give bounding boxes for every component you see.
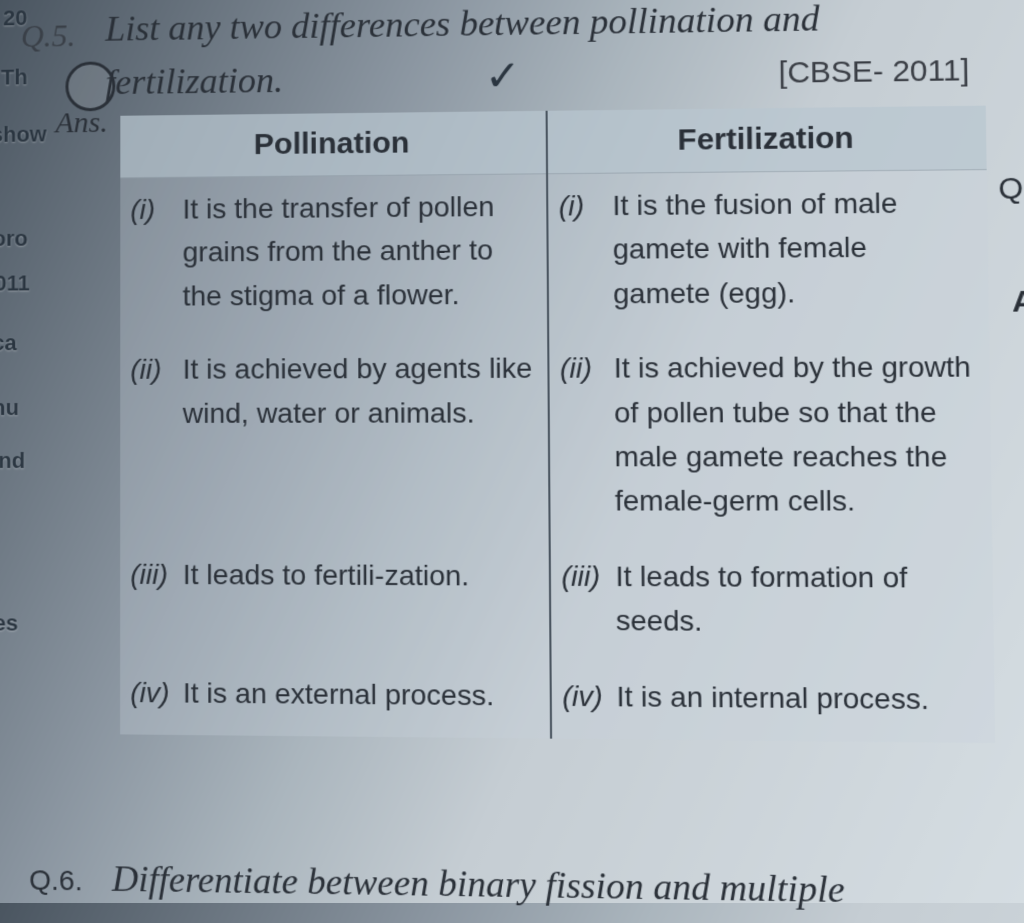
row-num: (iii) — [130, 552, 176, 596]
row-num: (ii) — [560, 346, 609, 523]
cell-fertilization: (iv)It is an internal process. — [551, 663, 996, 743]
row-text: It is achieved by agents like wind, wate… — [183, 347, 534, 435]
row-text: It is the fusion of male gamete with fem… — [612, 180, 974, 315]
table-row: (i)It is the transfer of pollen grains f… — [120, 170, 989, 338]
next-question: Q.6. Differentiate between binary fissio… — [29, 856, 1024, 915]
row-num: (iv) — [130, 670, 177, 714]
source-year: [CBSE- 2011] — [778, 48, 969, 96]
row-num: (i) — [130, 188, 176, 318]
table-row: (ii)It is achieved by agents like wind, … — [120, 335, 992, 545]
cell-fertilization: (iii)It leads to formation of seeds. — [550, 544, 994, 667]
checkmark-icon: ✓ — [485, 51, 521, 102]
row-text: It is the transfer of pollen grains from… — [183, 184, 533, 317]
question-number: Q.5. — [21, 17, 76, 54]
cell-fertilization: (ii)It is achieved by the growth of poll… — [548, 335, 992, 545]
comparison-table: Pollination Fertilization (i)It is the t… — [120, 106, 995, 743]
cell-pollination: (ii)It is achieved by agents like wind, … — [120, 336, 550, 543]
textbook-page: 20Thshoworo011canuandes Q.5. List any tw… — [0, 0, 1024, 923]
spine-fragment: and — [0, 448, 25, 474]
question-line2: fertilization. — [105, 60, 283, 102]
cell-pollination: (iii)It leads to fertili-zation. — [120, 542, 550, 663]
cell-pollination: (iv)It is an external process. — [120, 660, 551, 739]
answer-label: Ans. — [55, 106, 107, 140]
row-text: It leads to fertili-zation. — [183, 552, 535, 598]
table-header-row: Pollination Fertilization — [120, 106, 986, 178]
question-line1: List any two differences between pollina… — [105, 0, 819, 49]
cell-pollination: (i)It is the transfer of pollen grains f… — [120, 174, 548, 338]
row-text: It is an internal process. — [616, 674, 980, 722]
spine-fragment: 011 — [0, 270, 30, 296]
header-pollination: Pollination — [120, 111, 547, 178]
row-num: (ii) — [130, 348, 176, 435]
row-num: (iii) — [561, 554, 610, 643]
question-text: List any two differences between pollina… — [105, 0, 1024, 109]
right-page-edge-ans: An — [1012, 285, 1024, 320]
row-num: (i) — [558, 184, 607, 316]
row-text: It leads to formation of seeds. — [615, 554, 978, 645]
table-row: (iii)It leads to fertili-zation.(iii)It … — [120, 542, 994, 666]
row-num: (iv) — [562, 673, 610, 718]
table-row: (iv)It is an external process.(iv)It is … — [120, 660, 995, 743]
row-text: It is an external process. — [183, 671, 535, 718]
spine-fragment: es — [0, 610, 18, 636]
right-page-edge-q: Q.9 — [998, 172, 1024, 207]
header-fertilization: Fertilization — [547, 106, 987, 174]
comparison-table-wrapper: Pollination Fertilization (i)It is the t… — [120, 106, 995, 743]
row-text: It is achieved by the growth of pollen t… — [614, 345, 977, 524]
spine-fragment: oro — [0, 226, 28, 252]
next-question-number: Q.6. — [29, 864, 82, 896]
spine-fragment: ca — [0, 330, 17, 356]
cell-fertilization: (i)It is the fusion of male gamete with … — [547, 170, 989, 337]
spine-fragment: nu — [0, 395, 19, 421]
spine-fragment: show — [0, 122, 47, 148]
spine-fragment: Th — [1, 64, 28, 90]
